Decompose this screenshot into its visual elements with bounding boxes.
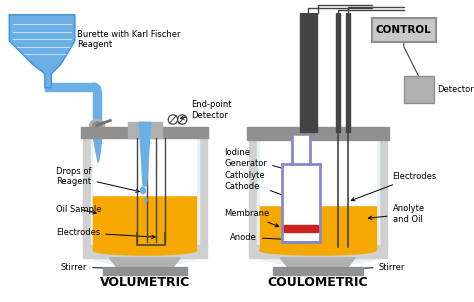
Text: Stirrer: Stirrer: [340, 263, 405, 272]
Polygon shape: [9, 15, 75, 88]
Polygon shape: [93, 91, 101, 125]
Polygon shape: [292, 136, 310, 164]
Ellipse shape: [257, 247, 379, 265]
Text: End-point
Detector: End-point Detector: [181, 101, 232, 120]
Polygon shape: [346, 13, 350, 132]
Text: COULOMETRIC: COULOMETRIC: [267, 276, 368, 289]
FancyBboxPatch shape: [372, 18, 436, 42]
Ellipse shape: [93, 246, 196, 255]
Ellipse shape: [260, 246, 376, 255]
Ellipse shape: [141, 187, 146, 194]
Polygon shape: [300, 13, 308, 132]
Text: Electrodes: Electrodes: [56, 228, 155, 239]
Text: Membrane: Membrane: [224, 209, 279, 227]
Polygon shape: [82, 127, 209, 138]
Polygon shape: [128, 122, 162, 138]
Polygon shape: [139, 122, 150, 186]
Wedge shape: [93, 83, 101, 91]
Text: Electrodes: Electrodes: [351, 172, 437, 201]
Polygon shape: [379, 136, 387, 247]
Ellipse shape: [90, 120, 105, 131]
Polygon shape: [103, 267, 187, 275]
Polygon shape: [83, 134, 91, 249]
Ellipse shape: [92, 122, 102, 128]
Polygon shape: [93, 195, 196, 250]
Polygon shape: [284, 225, 318, 232]
Polygon shape: [109, 258, 181, 267]
Text: Anolyte
and Oil: Anolyte and Oil: [368, 204, 425, 223]
Text: Catholyte
Cathode: Catholyte Cathode: [224, 172, 297, 201]
Text: Anode: Anode: [230, 233, 297, 242]
Polygon shape: [91, 127, 199, 256]
Polygon shape: [249, 245, 387, 258]
Text: Iodine
Generator: Iodine Generator: [224, 148, 297, 173]
Polygon shape: [45, 83, 93, 91]
Polygon shape: [93, 138, 196, 195]
Polygon shape: [91, 129, 103, 162]
Polygon shape: [249, 136, 257, 247]
Polygon shape: [260, 140, 376, 204]
Polygon shape: [257, 127, 379, 256]
Text: Oil Sample: Oil Sample: [56, 205, 101, 214]
FancyBboxPatch shape: [404, 76, 434, 103]
Ellipse shape: [91, 247, 199, 265]
Text: Stirrer: Stirrer: [61, 263, 141, 272]
Polygon shape: [273, 267, 363, 275]
Polygon shape: [281, 258, 355, 267]
Text: Detector: Detector: [408, 85, 474, 94]
Polygon shape: [247, 127, 389, 140]
Text: VOLUMETRIC: VOLUMETRIC: [100, 276, 190, 289]
Text: Burette with Karl Fischer
Reagent: Burette with Karl Fischer Reagent: [77, 30, 180, 49]
Polygon shape: [260, 204, 376, 250]
Polygon shape: [283, 164, 319, 242]
Polygon shape: [337, 13, 340, 132]
Text: Drops of
Reagent: Drops of Reagent: [56, 167, 139, 192]
Polygon shape: [199, 134, 207, 249]
Polygon shape: [310, 13, 317, 132]
Text: CONTROL: CONTROL: [376, 25, 432, 35]
Ellipse shape: [145, 198, 147, 202]
Polygon shape: [83, 245, 207, 258]
